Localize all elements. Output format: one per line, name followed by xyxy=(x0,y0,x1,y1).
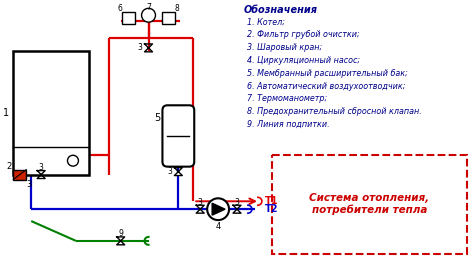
Text: 1. Котел;: 1. Котел; xyxy=(247,17,285,26)
Bar xyxy=(272,155,466,254)
Text: 9. Линия подпитки.: 9. Линия подпитки. xyxy=(247,120,329,129)
Text: 5. Мембранный расширительный бак;: 5. Мембранный расширительный бак; xyxy=(247,69,408,78)
Text: 7. Термоманометр;: 7. Термоманометр; xyxy=(247,94,327,103)
Text: 3: 3 xyxy=(39,163,44,172)
Text: 3: 3 xyxy=(137,43,142,52)
Circle shape xyxy=(207,198,229,220)
Bar xyxy=(163,12,175,24)
Text: 6. Автоматический воздухоотводчик;: 6. Автоматический воздухоотводчик; xyxy=(247,82,405,90)
Text: 4: 4 xyxy=(216,222,221,231)
Text: 2: 2 xyxy=(7,162,12,171)
FancyBboxPatch shape xyxy=(163,105,194,167)
Text: 8. Предохранительный сбросной клапан.: 8. Предохранительный сбросной клапан. xyxy=(247,107,422,116)
Text: 3: 3 xyxy=(198,198,203,207)
Bar xyxy=(13,51,89,174)
Circle shape xyxy=(142,8,155,22)
Text: 6: 6 xyxy=(117,4,122,13)
Circle shape xyxy=(67,155,78,166)
Polygon shape xyxy=(212,203,225,215)
Text: 2. Фильтр грубой очистки;: 2. Фильтр грубой очистки; xyxy=(247,30,360,39)
Text: 1: 1 xyxy=(3,108,9,118)
Text: 9: 9 xyxy=(118,230,123,238)
Text: Система отопления,
потребители тепла: Система отопления, потребители тепла xyxy=(309,193,429,215)
Text: 4. Циркуляционный насос;: 4. Циркуляционный насос; xyxy=(247,56,360,65)
Text: 3: 3 xyxy=(27,180,32,189)
Text: 7: 7 xyxy=(146,3,151,12)
Text: T2: T2 xyxy=(265,204,278,214)
Text: 3. Шаровый кран;: 3. Шаровый кран; xyxy=(247,43,322,52)
Text: 8: 8 xyxy=(175,4,180,13)
Bar xyxy=(13,170,26,180)
Text: Обозначения: Обозначения xyxy=(244,5,318,15)
Text: 5: 5 xyxy=(155,113,161,123)
Text: 3: 3 xyxy=(235,198,239,207)
Text: 3: 3 xyxy=(167,167,172,176)
Text: T1: T1 xyxy=(265,196,278,206)
Bar xyxy=(122,12,135,24)
